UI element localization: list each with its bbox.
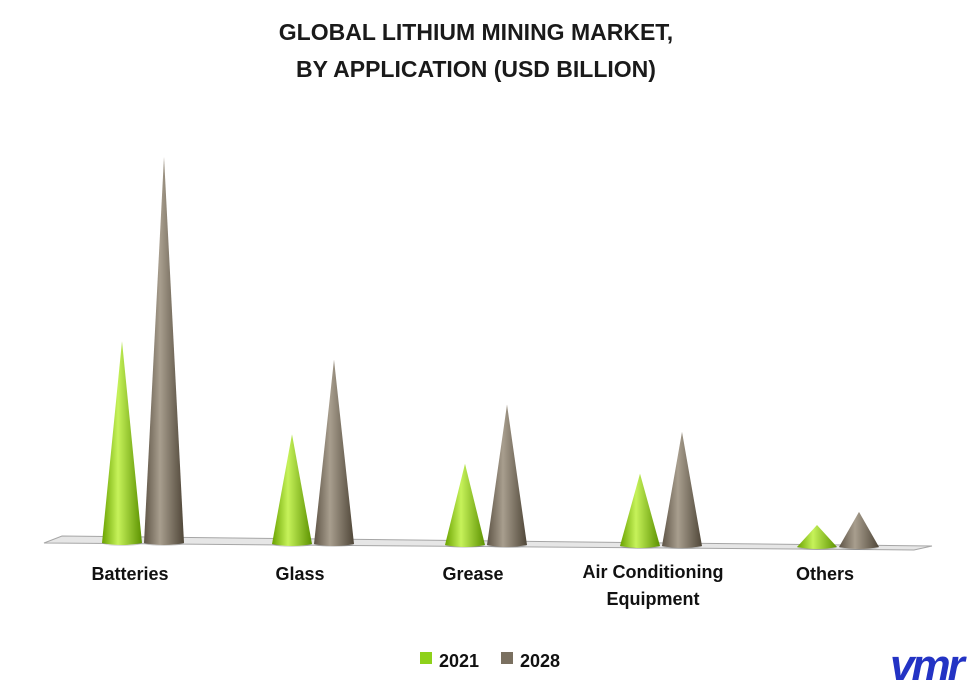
cone-batteries-2021 — [102, 341, 142, 546]
category-labels: Batteries Glass Grease Air Conditioning Equi… — [91, 562, 854, 609]
cone-glass-2028 — [314, 359, 354, 547]
cone-others-2028 — [839, 511, 879, 550]
cone-air-conditioning-equipment-2021 — [620, 473, 660, 549]
cone-body-others-2028 — [839, 511, 879, 549]
category-label-batteries: Batteries — [91, 564, 168, 584]
cone-body-air-conditioning-equipment-2028 — [662, 431, 702, 548]
cone-others-2021 — [797, 525, 837, 550]
cone-body-glass-2021 — [272, 434, 312, 546]
cone-body-grease-2028 — [487, 404, 527, 547]
category-label-grease: Grease — [442, 564, 503, 584]
brand-logo: vmr — [890, 641, 968, 690]
cone-grease-2028 — [487, 404, 527, 548]
cone-body-grease-2021 — [445, 463, 485, 547]
chart-title-line-1: GLOBAL LITHIUM MINING MARKET, — [279, 19, 673, 45]
category-label-line: Equipment — [607, 589, 700, 609]
category-label-line: Glass — [275, 564, 324, 584]
chart-marks — [102, 156, 879, 550]
legend-swatch-2021 — [420, 652, 432, 664]
category-label-air-conditioning-equipment: Air Conditioning Equipment — [583, 562, 724, 609]
cone-body-batteries-2028 — [144, 156, 184, 545]
category-label-line: Batteries — [91, 564, 168, 584]
legend: 2021 2028 — [420, 651, 560, 671]
cone-air-conditioning-equipment-2028 — [662, 431, 702, 549]
cone-grease-2021 — [445, 463, 485, 548]
cone-body-air-conditioning-equipment-2021 — [620, 473, 660, 548]
cone-batteries-2028 — [144, 156, 184, 546]
cone-glass-2021 — [272, 434, 312, 547]
category-label-others: Others — [796, 564, 854, 584]
chart-title-line-2: BY APPLICATION (USD BILLION) — [296, 56, 656, 82]
category-label-line: Air Conditioning — [583, 562, 724, 582]
category-label-line: Grease — [442, 564, 503, 584]
category-label-line: Others — [796, 564, 854, 584]
legend-label-2021: 2021 — [439, 651, 479, 671]
legend-label-2028: 2028 — [520, 651, 560, 671]
cone-body-others-2021 — [797, 525, 837, 549]
cone-body-batteries-2021 — [102, 341, 142, 545]
category-label-glass: Glass — [275, 564, 324, 584]
legend-swatch-2028 — [501, 652, 513, 664]
cone-body-glass-2028 — [314, 359, 354, 546]
